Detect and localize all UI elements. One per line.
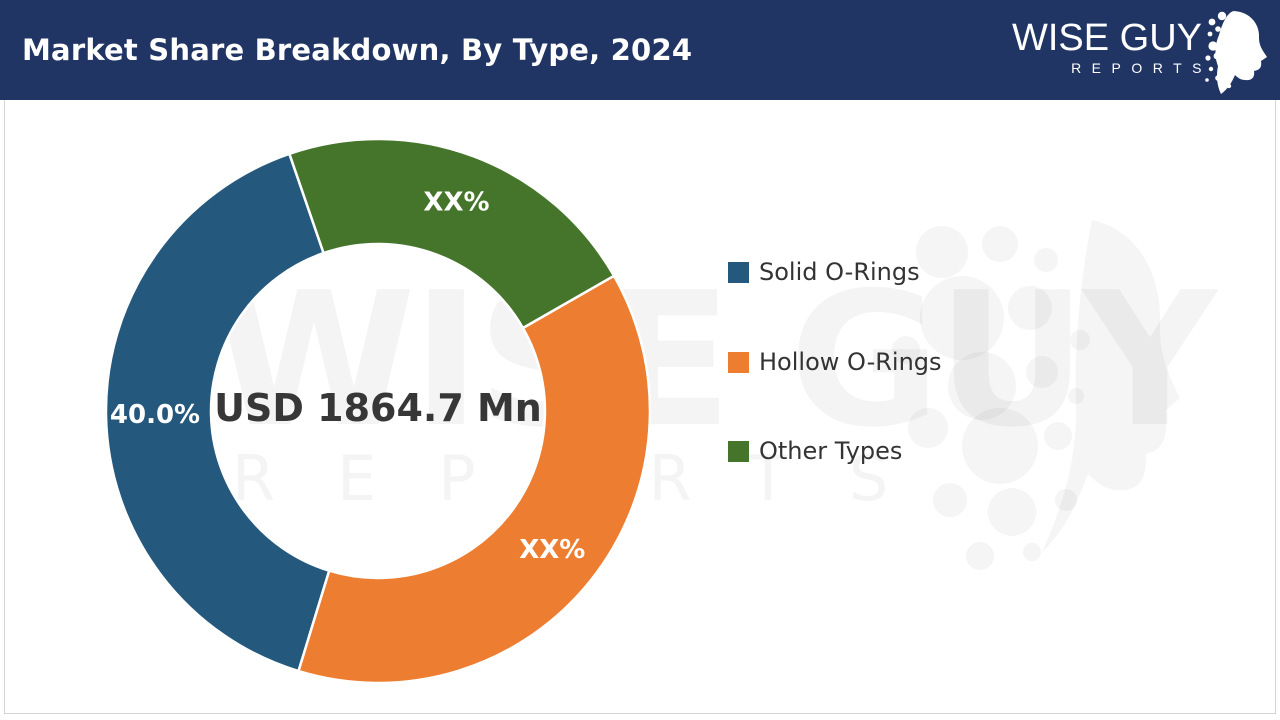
slice-data-label: XX%: [519, 535, 585, 565]
legend-swatch-solid-o-rings: [728, 261, 749, 283]
donut-segment-other-types: [288, 137, 616, 330]
watermark-text: WISE GUY: [212, 252, 1217, 468]
legend-label: Other Types: [759, 437, 903, 465]
logo-wordmark: WISE GUY: [1011, 17, 1202, 59]
page-title: Market Share Breakdown, By Type, 2024: [22, 33, 693, 67]
legend-label: Hollow O-Rings: [759, 348, 942, 376]
donut-segment-solid-o-rings: [104, 152, 331, 673]
logo-face-icon: [1205, 11, 1267, 94]
legend-item: Solid O-Rings: [728, 258, 920, 286]
legend-swatch-other-types: [728, 440, 749, 462]
legend-swatch-hollow-o-rings: [728, 351, 749, 373]
slice-data-label: 40.0%: [110, 400, 200, 430]
legend-label: Solid O-Rings: [759, 258, 920, 286]
chart-center-value: USD 1864.7 Mn: [214, 386, 542, 430]
wise-guy-reports-logo: WISE GUY REPORTS: [1010, 4, 1270, 96]
slice-data-label: XX%: [423, 187, 489, 217]
watermark-face-dots: [892, 220, 1180, 570]
logo-subtitle: REPORTS: [1071, 59, 1212, 76]
donut-segment-hollow-o-rings: [297, 274, 652, 685]
legend-item: Hollow O-Rings: [728, 348, 942, 376]
legend-item: Other Types: [728, 437, 902, 465]
header-bar: Market Share Breakdown, By Type, 2024 WI…: [0, 0, 1280, 100]
